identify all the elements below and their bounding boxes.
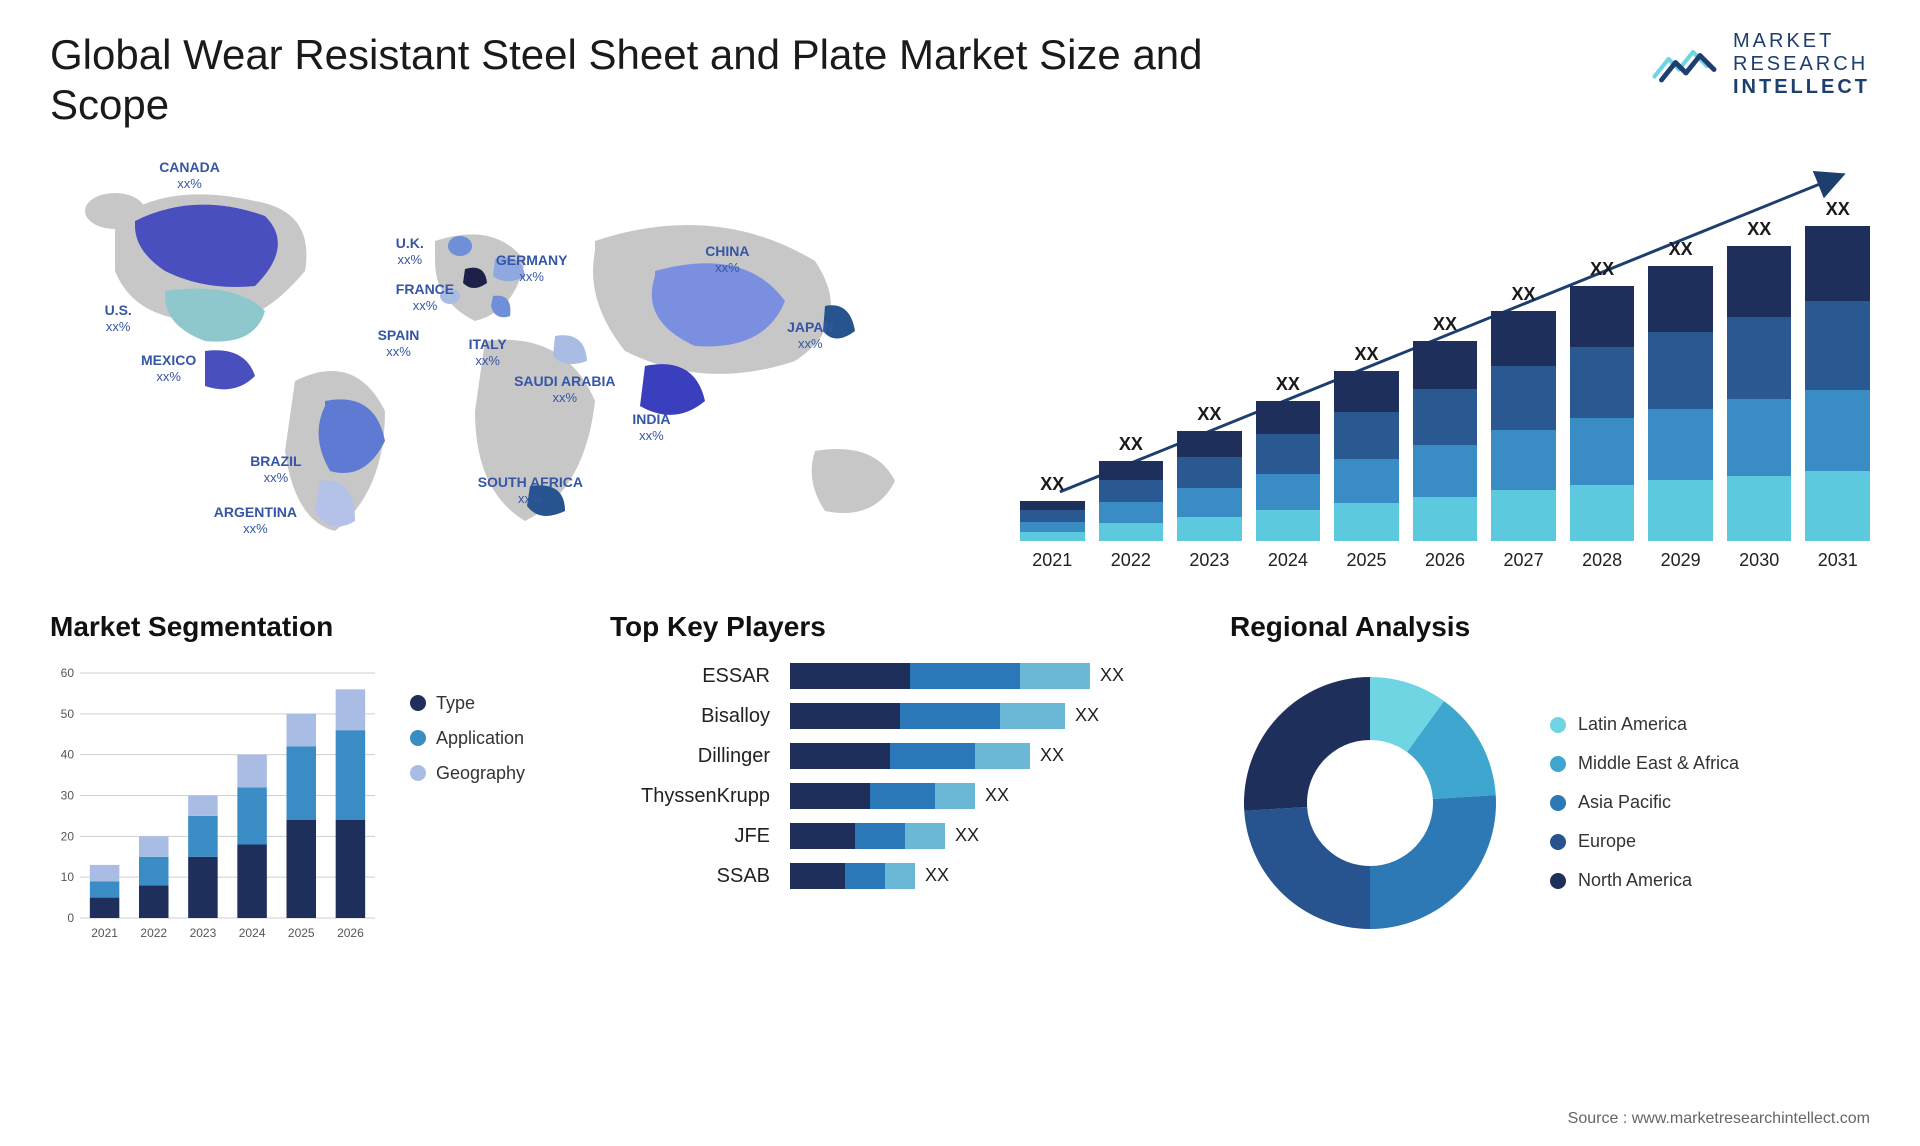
players-title: Top Key Players: [610, 611, 1190, 643]
growth-bar-2027: XX: [1491, 284, 1556, 541]
map-label-southafrica: SOUTH AFRICAxx%: [478, 474, 583, 507]
svg-text:20: 20: [61, 829, 75, 843]
region-legend-item: Middle East & Africa: [1550, 753, 1739, 774]
player-label: JFE: [734, 823, 770, 849]
svg-text:2026: 2026: [337, 926, 364, 940]
region-legend-item: Asia Pacific: [1550, 792, 1739, 813]
svg-text:2021: 2021: [91, 926, 118, 940]
regional-title: Regional Analysis: [1230, 611, 1870, 643]
svg-text:2024: 2024: [239, 926, 266, 940]
players-panel: Top Key Players ESSAR Bisalloy Dillinger Th…: [610, 611, 1190, 971]
regional-donut-chart: [1230, 663, 1510, 943]
map-label-india: INDIAxx%: [632, 411, 670, 444]
growth-year-label: 2023: [1177, 550, 1242, 571]
map-label-germany: GERMANYxx%: [496, 252, 568, 285]
page-title: Global Wear Resistant Steel Sheet and Pl…: [50, 30, 1250, 131]
regional-legend: Latin America Middle East & Africa Asia Pa…: [1550, 714, 1739, 891]
growth-bar-2021: XX: [1020, 474, 1085, 541]
growth-year-label: 2031: [1805, 550, 1870, 571]
source-text: Source : www.marketresearchintellect.com: [1568, 1110, 1870, 1128]
player-label: Bisalloy: [701, 703, 770, 729]
growth-bar-2022: XX: [1099, 434, 1164, 541]
map-label-saudiarabia: SAUDI ARABIAxx%: [514, 373, 615, 406]
regional-panel: Regional Analysis Latin America Middle Ea…: [1230, 611, 1870, 971]
seg-legend-item: Application: [410, 728, 525, 749]
growth-year-label: 2028: [1570, 550, 1635, 571]
segmentation-chart: 0 10 20 30 40 50 60 2021 2022 2023 2024 2025 2026: [50, 663, 380, 943]
map-label-canada: CANADAxx%: [159, 159, 220, 192]
growth-bar-2028: XX: [1570, 259, 1635, 541]
map-label-mexico: MEXICOxx%: [141, 352, 196, 385]
svg-text:40: 40: [61, 747, 75, 761]
seg-legend-item: Type: [410, 693, 525, 714]
growth-bar-2030: XX: [1727, 219, 1792, 541]
growth-year-label: 2027: [1491, 550, 1556, 571]
growth-year-label: 2022: [1099, 550, 1164, 571]
svg-text:2023: 2023: [190, 926, 217, 940]
map-label-china: CHINAxx%: [705, 243, 749, 276]
segmentation-legend: Type Application Geography: [410, 693, 525, 943]
logo-icon: [1651, 35, 1721, 95]
growth-year-label: 2029: [1648, 550, 1713, 571]
svg-text:30: 30: [61, 788, 75, 802]
map-label-japan: JAPANxx%: [787, 319, 833, 352]
growth-year-label: 2030: [1727, 550, 1792, 571]
region-legend-item: Europe: [1550, 831, 1739, 852]
players-labels: ESSAR Bisalloy Dillinger ThyssenKrupp JFE SSA…: [610, 663, 770, 889]
player-label: ThyssenKrupp: [641, 783, 770, 809]
region-legend-item: North America: [1550, 870, 1739, 891]
map-label-argentina: ARGENTINAxx%: [214, 504, 297, 537]
growth-year-label: 2021: [1020, 550, 1085, 571]
segmentation-title: Market Segmentation: [50, 611, 570, 643]
growth-year-label: 2025: [1334, 550, 1399, 571]
growth-bar-2026: XX: [1413, 314, 1478, 541]
player-bar-row: XX: [790, 663, 1190, 689]
svg-text:60: 60: [61, 666, 75, 680]
player-label: Dillinger: [698, 743, 770, 769]
map-label-us: U.S.xx%: [105, 302, 132, 335]
growth-bar-2023: XX: [1177, 404, 1242, 541]
brand-logo: MARKET RESEARCH INTELLECT: [1651, 30, 1870, 99]
player-label: ESSAR: [702, 663, 770, 689]
player-bar-row: XX: [790, 703, 1190, 729]
seg-legend-item: Geography: [410, 763, 525, 784]
region-legend-item: Latin America: [1550, 714, 1739, 735]
world-map-chart: CANADAxx% U.S.xx% MEXICOxx% BRAZILxx% ARGENT…: [50, 151, 960, 571]
map-label-italy: ITALYxx%: [469, 336, 507, 369]
players-bars: XX XX XX XX XX XX: [790, 663, 1190, 889]
svg-text:2022: 2022: [140, 926, 167, 940]
svg-text:0: 0: [67, 911, 74, 925]
segmentation-panel: Market Segmentation 0 10 20 30 40 50 60 2021 202…: [50, 611, 570, 971]
map-label-brazil: BRAZILxx%: [250, 453, 301, 486]
growth-year-label: 2026: [1413, 550, 1478, 571]
growth-bar-chart: XXXXXXXXXXXXXXXXXXXXXX 20212022202320242…: [1020, 151, 1870, 571]
growth-bar-2029: XX: [1648, 239, 1713, 541]
map-label-france: FRANCExx%: [396, 281, 454, 314]
map-label-uk: U.K.xx%: [396, 235, 424, 268]
svg-text:2025: 2025: [288, 926, 315, 940]
player-label: SSAB: [717, 863, 770, 889]
player-bar-row: XX: [790, 743, 1190, 769]
growth-year-label: 2024: [1256, 550, 1321, 571]
svg-text:10: 10: [61, 870, 75, 884]
logo-text: MARKET RESEARCH INTELLECT: [1733, 30, 1870, 99]
growth-bar-2031: XX: [1805, 199, 1870, 541]
growth-bar-2025: XX: [1334, 344, 1399, 541]
svg-text:50: 50: [61, 707, 75, 721]
player-bar-row: XX: [790, 823, 1190, 849]
player-bar-row: XX: [790, 783, 1190, 809]
growth-bar-2024: XX: [1256, 374, 1321, 541]
map-label-spain: SPAINxx%: [378, 327, 420, 360]
player-bar-row: XX: [790, 863, 1190, 889]
